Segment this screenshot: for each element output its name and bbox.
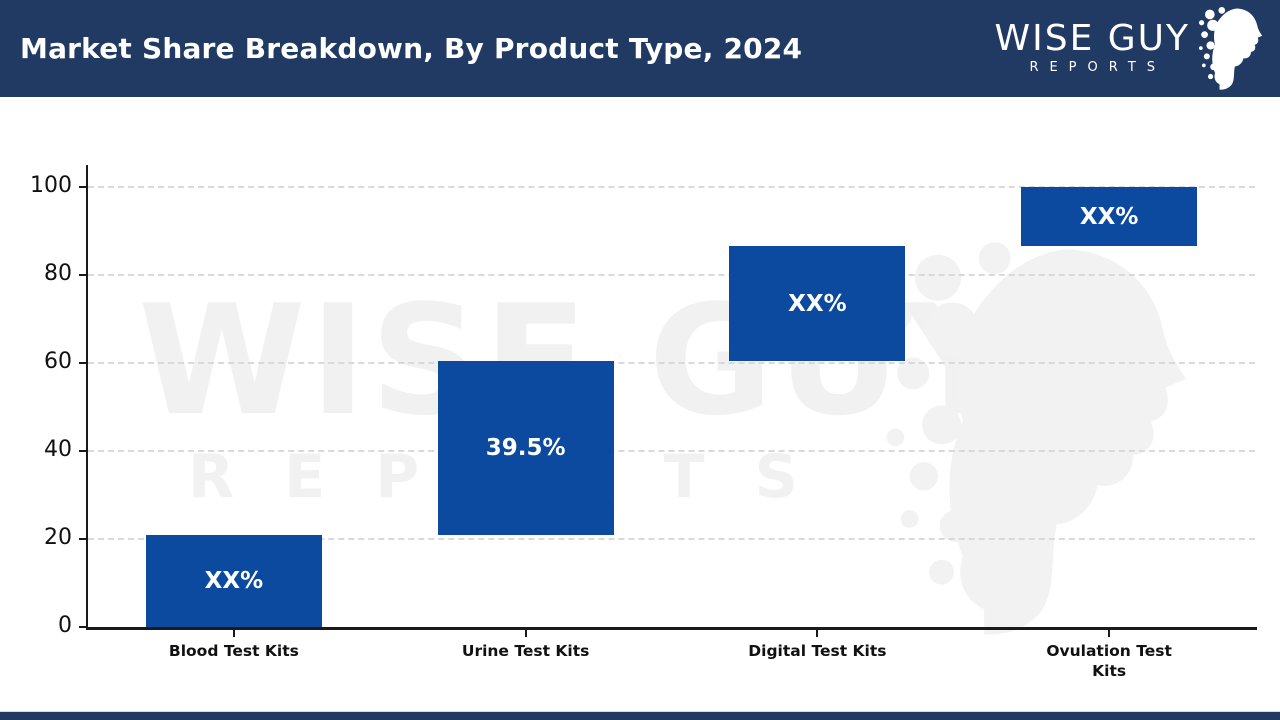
y-gridline [88,450,1255,452]
x-axis-line [86,627,1257,630]
brand-face-icon [1194,4,1272,90]
x-axis-category-label: Digital Test Kits [748,642,887,660]
bar-segment: XX% [1021,187,1198,247]
watermark-face-icon [858,228,1238,636]
bar-value-label: XX% [204,567,264,594]
x-axis-tick [524,629,527,637]
y-axis-tick-label: 60 [44,349,72,374]
bar-segment: 39.5% [437,360,614,535]
y-axis-tick-label: 40 [44,437,72,462]
y-axis-tick [79,274,88,276]
bar-segment: XX% [145,534,322,627]
y-gridline [88,274,1255,276]
y-gridline [88,362,1255,364]
x-axis-tick [1108,629,1111,637]
header-bar: Market Share Breakdown, By Product Type,… [0,0,1280,97]
y-axis-tick-label: 20 [44,525,72,550]
x-axis-category-label: Blood Test Kits [168,642,299,660]
y-axis-tick [79,450,88,452]
x-axis-tick [232,629,235,637]
y-axis-tick [79,626,88,628]
bar-value-label: XX% [1079,203,1139,230]
y-axis-tick-label: 0 [58,613,72,638]
x-axis-tick [816,629,819,637]
y-gridline [88,186,1255,188]
brand-logo-text: WISE GUY REPORTS [994,17,1191,75]
y-axis-tick [79,186,88,188]
brand-name: WISE GUY [994,17,1190,59]
footer-divider [0,711,1280,712]
y-axis-tick [79,362,88,364]
bar-value-label: XX% [788,290,847,317]
y-gridline [88,538,1255,540]
brand-logo: WISE GUY REPORTS [995,4,1273,90]
bar-segment: XX% [729,246,906,361]
footer-bar [0,712,1280,720]
bar-value-label: 39.5% [485,434,566,461]
x-axis-category-label: Ovulation Test Kits [1046,642,1172,681]
y-axis-tick-label: 80 [44,261,72,286]
brand-subtitle: REPORTS [1029,59,1167,75]
y-axis-tick [79,538,88,540]
page-title: Market Share Breakdown, By Product Type,… [20,32,803,65]
y-axis-tick-label: 100 [30,173,72,198]
x-axis-category-label: Urine Test Kits [461,642,590,660]
y-axis-line [86,165,88,629]
